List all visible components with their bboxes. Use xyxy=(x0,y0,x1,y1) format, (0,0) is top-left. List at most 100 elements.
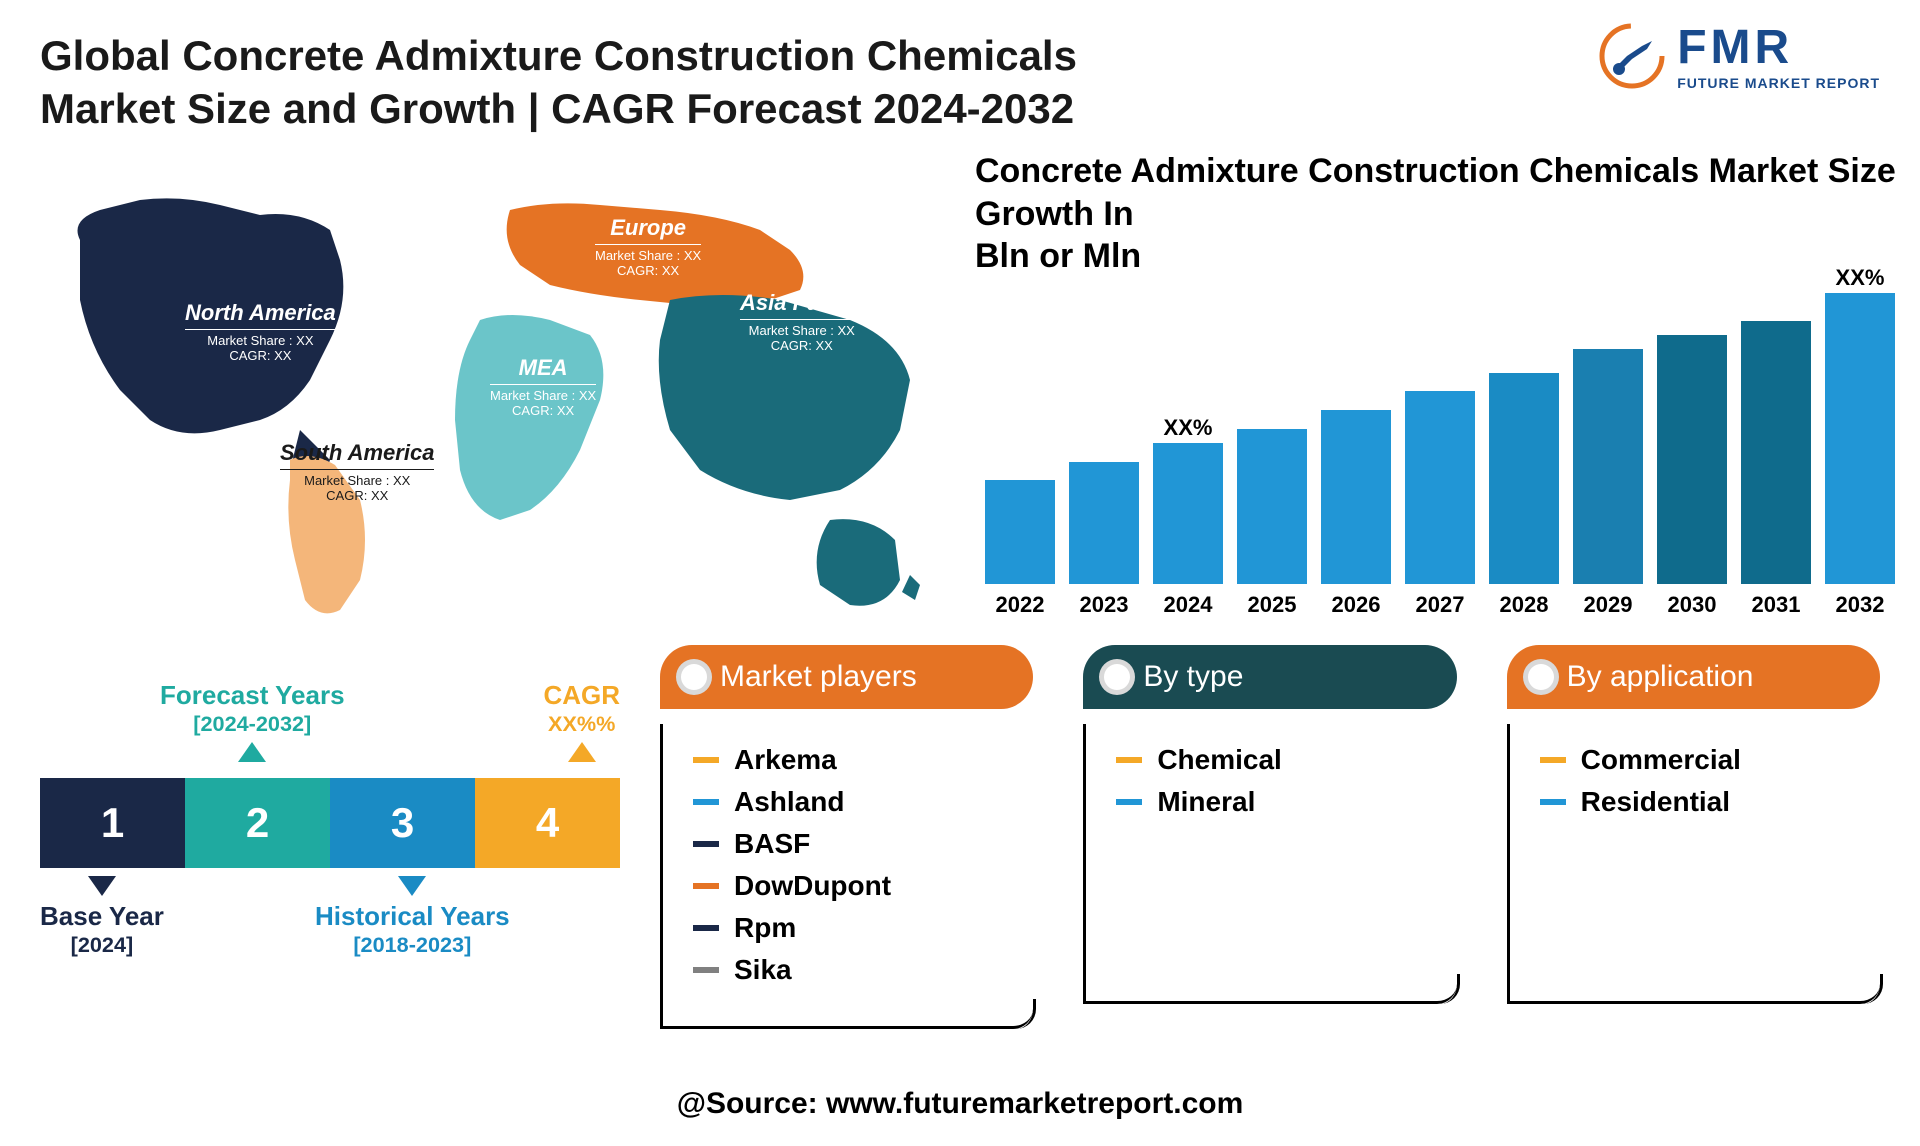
bar xyxy=(1321,410,1391,583)
telescope-icon xyxy=(1597,21,1667,91)
panel-header: Market players xyxy=(660,645,1033,709)
panel-item: Arkema xyxy=(693,744,1013,776)
panel-item: Rpm xyxy=(693,912,1013,944)
bar-column: 2022 xyxy=(985,480,1055,617)
year-label: 2030 xyxy=(1668,592,1717,618)
panel-item-text: Commercial xyxy=(1581,744,1741,776)
bar-annotation: XX% xyxy=(1836,265,1885,291)
panel-body: Arkema Ashland BASF DowDupont Rpm Sika xyxy=(660,724,1033,1029)
bullet-icon xyxy=(1116,799,1142,805)
year-label: 2026 xyxy=(1332,592,1381,618)
region-label: Asia PacificMarket Share : XXCAGR: XX xyxy=(740,290,864,353)
panel-item: Mineral xyxy=(1116,786,1436,818)
bar xyxy=(1489,373,1559,584)
year-label: 2022 xyxy=(996,592,1045,618)
panel-header: By application xyxy=(1507,645,1880,709)
year-label: 2032 xyxy=(1836,592,1885,618)
base-year-value: [2024] xyxy=(40,932,164,958)
bullet-icon xyxy=(693,925,719,931)
bar-annotation: XX% xyxy=(1164,415,1213,441)
bar-column: 2030 xyxy=(1657,335,1727,617)
year-label: 2028 xyxy=(1500,592,1549,618)
region-label: MEAMarket Share : XXCAGR: XX xyxy=(490,355,596,418)
timeline: Forecast Years [2024-2032] CAGR XX%% 123… xyxy=(40,680,620,978)
bar xyxy=(1657,335,1727,583)
source-text: @Source: www.futuremarketreport.com xyxy=(677,1087,1244,1121)
bullet-icon xyxy=(1116,757,1142,763)
bar: XX% xyxy=(1153,443,1223,584)
bar-column: 2025 xyxy=(1237,429,1307,618)
bar-column: 2027 xyxy=(1405,391,1475,617)
bar xyxy=(1573,349,1643,583)
cagr-title: CAGR xyxy=(543,680,620,710)
bar xyxy=(1405,391,1475,583)
forecast-value: [2024-2032] xyxy=(160,711,345,737)
panel-body: Commercial Residential xyxy=(1507,724,1880,1004)
timeline-segment: 4 xyxy=(475,778,620,868)
year-label: 2031 xyxy=(1752,592,1801,618)
panel-item: BASF xyxy=(693,828,1013,860)
world-map: North AmericaMarket Share : XXCAGR: XX So… xyxy=(40,180,940,620)
panel-item-text: Mineral xyxy=(1157,786,1255,818)
bar xyxy=(1069,462,1139,584)
bar-column: 2028 xyxy=(1489,373,1559,618)
panel-item: Chemical xyxy=(1116,744,1436,776)
year-label: 2024 xyxy=(1164,592,1213,618)
bullet-icon xyxy=(693,967,719,973)
bar xyxy=(985,480,1055,583)
panel-item-text: Sika xyxy=(734,954,792,986)
panel: By type Chemical Mineral xyxy=(1083,645,1456,1029)
panel-item-text: Residential xyxy=(1581,786,1730,818)
panel-item-text: Arkema xyxy=(734,744,837,776)
historical-value: [2018-2023] xyxy=(315,932,510,958)
panel-item-text: Chemical xyxy=(1157,744,1282,776)
panel: Market players Arkema Ashland BASF DowDupont… xyxy=(660,645,1033,1029)
timeline-bar: 1234 xyxy=(40,778,620,868)
panels: Market players Arkema Ashland BASF DowDupont… xyxy=(660,645,1880,1029)
bullet-icon xyxy=(1540,757,1566,763)
region-label: EuropeMarket Share : XXCAGR: XX xyxy=(595,215,701,278)
panel-body: Chemical Mineral xyxy=(1083,724,1456,1004)
bar xyxy=(1237,429,1307,584)
panel-header: By type xyxy=(1083,645,1456,709)
bar-column: 2029 xyxy=(1573,349,1643,617)
logo-subtitle: FUTURE MARKET REPORT xyxy=(1677,75,1880,91)
forecast-title: Forecast Years xyxy=(160,680,345,710)
panel-item: Residential xyxy=(1540,786,1860,818)
panel-item: Sika xyxy=(693,954,1013,986)
bullet-icon xyxy=(1540,799,1566,805)
historical-title: Historical Years xyxy=(315,901,510,931)
bar-chart: Concrete Admixture Construction Chemical… xyxy=(975,150,1905,610)
bar-column: 2031 xyxy=(1741,321,1811,618)
chart-title: Concrete Admixture Construction Chemical… xyxy=(975,150,1905,278)
panel: By application Commercial Residential xyxy=(1507,645,1880,1029)
bullet-icon xyxy=(693,841,719,847)
logo-text: FMR xyxy=(1677,20,1880,75)
panel-item: Commercial xyxy=(1540,744,1860,776)
panel-item-text: Rpm xyxy=(734,912,796,944)
panel-item-text: DowDupont xyxy=(734,870,891,902)
page-title: Global Concrete Admixture Construction C… xyxy=(40,30,1160,135)
region-label: South AmericaMarket Share : XXCAGR: XX xyxy=(280,440,434,503)
bar-column: XX% 2024 xyxy=(1153,443,1223,618)
year-label: 2027 xyxy=(1416,592,1465,618)
bar-column: 2023 xyxy=(1069,462,1139,618)
bullet-icon xyxy=(693,883,719,889)
cagr-value: XX%% xyxy=(543,711,620,737)
base-year-title: Base Year xyxy=(40,901,164,931)
year-label: 2025 xyxy=(1248,592,1297,618)
bar-column: XX% 2032 xyxy=(1825,293,1895,618)
region-label: North AmericaMarket Share : XXCAGR: XX xyxy=(185,300,336,363)
logo: FMR FUTURE MARKET REPORT xyxy=(1597,20,1880,91)
panel-item: DowDupont xyxy=(693,870,1013,902)
bar: XX% xyxy=(1825,293,1895,584)
bullet-icon xyxy=(693,757,719,763)
bar-column: 2026 xyxy=(1321,410,1391,617)
bullet-icon xyxy=(693,799,719,805)
panel-item: Ashland xyxy=(693,786,1013,818)
bars-container: 20222023XX%20242025202620272028202920302… xyxy=(975,298,1905,618)
year-label: 2029 xyxy=(1584,592,1633,618)
bar xyxy=(1741,321,1811,584)
panel-item-text: Ashland xyxy=(734,786,844,818)
panel-item-text: BASF xyxy=(734,828,810,860)
